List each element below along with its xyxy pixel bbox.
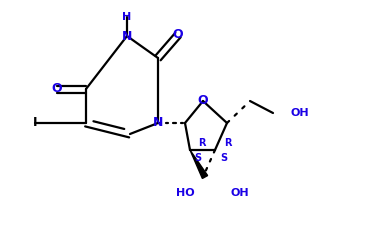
Text: N: N bbox=[122, 30, 132, 42]
Text: O: O bbox=[198, 95, 208, 107]
Text: H: H bbox=[122, 12, 132, 22]
Text: O: O bbox=[52, 82, 62, 96]
Text: S: S bbox=[220, 153, 227, 163]
Text: R: R bbox=[224, 138, 232, 148]
Text: O: O bbox=[173, 28, 183, 41]
Text: I: I bbox=[33, 116, 37, 130]
Text: R: R bbox=[198, 138, 206, 148]
Polygon shape bbox=[190, 150, 208, 178]
Text: S: S bbox=[195, 153, 201, 163]
Text: OH: OH bbox=[231, 188, 249, 198]
Text: N: N bbox=[153, 116, 163, 130]
Text: OH: OH bbox=[291, 108, 309, 118]
Text: HO: HO bbox=[176, 188, 194, 198]
